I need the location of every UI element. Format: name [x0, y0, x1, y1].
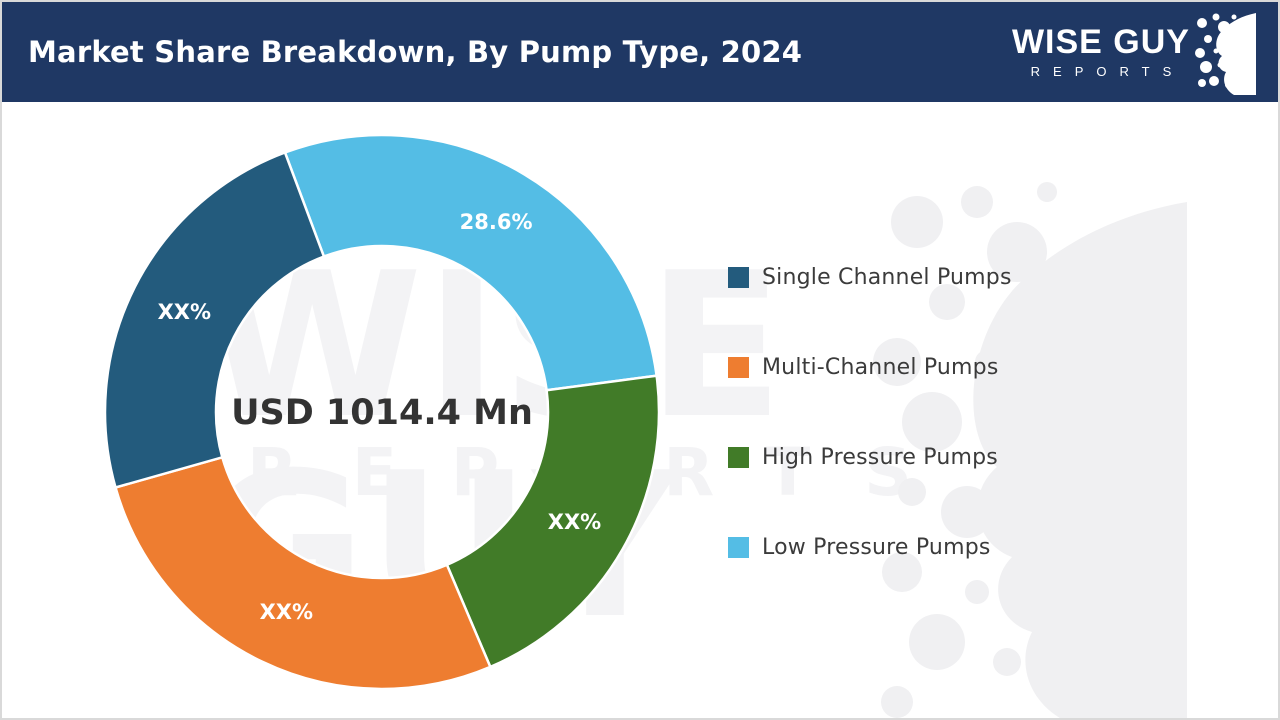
legend-item-low-pressure-pumps: Low Pressure Pumps: [728, 502, 1012, 592]
donut-segment-single-channel-pumps: [103, 150, 326, 490]
header-bar: Market Share Breakdown, By Pump Type, 20…: [2, 2, 1278, 102]
logo-face-icon: [1195, 13, 1256, 95]
donut-chart: 28.6% XX% XX% XX% USD 1014.4 Mn: [103, 133, 661, 691]
chart-legend: Single Channel Pumps Multi-Channel Pumps H…: [728, 232, 1012, 592]
logo-subtext: REPORTS: [1030, 64, 1185, 79]
page-title: Market Share Breakdown, By Pump Type, 20…: [28, 35, 803, 69]
legend-swatch: [728, 266, 749, 288]
wise-guy-logo: WISE GUY REPORTS: [1012, 9, 1256, 95]
legend-item-multi-channel-pumps: Multi-Channel Pumps: [728, 322, 1012, 412]
slice-label-low-pressure-pumps: 28.6%: [460, 210, 533, 234]
donut-segment-high-pressure-pumps: [445, 374, 661, 669]
legend-label: Single Channel Pumps: [762, 264, 1012, 290]
donut-segment-multi-channel-pumps: [113, 455, 492, 691]
legend-swatch: [728, 536, 749, 558]
legend-swatch: [728, 356, 749, 378]
legend-swatch: [728, 446, 749, 468]
logo-text: WISE GUY REPORTS: [1012, 25, 1190, 79]
legend-item-high-pressure-pumps: High Pressure Pumps: [728, 412, 1012, 502]
legend-label: Multi-Channel Pumps: [762, 354, 999, 380]
legend-label: Low Pressure Pumps: [762, 534, 991, 560]
slice-label-single-channel-pumps: XX%: [158, 300, 211, 324]
slice-label-high-pressure-pumps: XX%: [548, 510, 601, 534]
donut-center-value: USD 1014.4 Mn: [231, 393, 533, 433]
slice-label-multi-channel-pumps: XX%: [260, 600, 313, 624]
legend-label: High Pressure Pumps: [762, 444, 998, 470]
legend-item-single-channel-pumps: Single Channel Pumps: [728, 232, 1012, 322]
donut-segment-low-pressure-pumps: [283, 133, 659, 392]
logo-wordmark: WISE GUY: [1011, 23, 1190, 61]
